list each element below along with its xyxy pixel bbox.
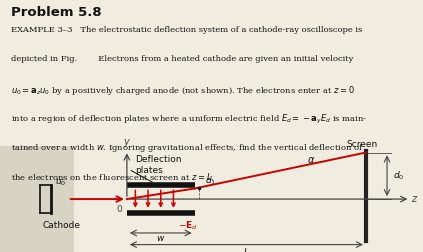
Text: the electrons on the fluorescent screen at $z = L$.: the electrons on the fluorescent screen …: [11, 171, 214, 182]
Text: $w$: $w$: [156, 234, 165, 243]
Text: depicted in Fig.        Electrons from a heated cathode are given an initial vel: depicted in Fig. Electrons from a heated…: [11, 55, 353, 64]
Bar: [0, 146, 74, 252]
Text: $z$: $z$: [411, 194, 418, 204]
Text: into a region of deflection plates where a uniform electric field $E_d = -\mathb: into a region of deflection plates where…: [11, 113, 367, 127]
Text: Deflection
plates: Deflection plates: [135, 155, 182, 175]
Text: $d_0$: $d_0$: [393, 170, 405, 182]
Text: Problem 5.8: Problem 5.8: [11, 6, 101, 19]
Text: $y$: $y$: [123, 137, 131, 149]
Text: Cathode: Cathode: [42, 221, 80, 230]
Text: $0$: $0$: [115, 203, 123, 214]
Text: $d_1$: $d_1$: [205, 175, 217, 187]
Text: Screen: Screen: [346, 140, 377, 149]
Text: EXAMPLE 3–3   The electrostatic deflection system of a cathode-ray oscilloscope : EXAMPLE 3–3 The electrostatic deflection…: [11, 26, 362, 35]
Text: $\alpha$: $\alpha$: [307, 155, 315, 165]
Text: $L$: $L$: [243, 246, 250, 252]
Text: $u_0 = \mathbf{a}_z u_0$ by a positively charged anode (not shown). The electron: $u_0 = \mathbf{a}_z u_0$ by a positively…: [11, 84, 354, 98]
Text: tained over a width $w$. Ignoring gravitational effects, find the vertical defle: tained over a width $w$. Ignoring gravit…: [11, 142, 364, 154]
Text: $u_0$: $u_0$: [55, 178, 66, 188]
Text: $-\mathbf{E}_d$: $-\mathbf{E}_d$: [178, 219, 198, 232]
